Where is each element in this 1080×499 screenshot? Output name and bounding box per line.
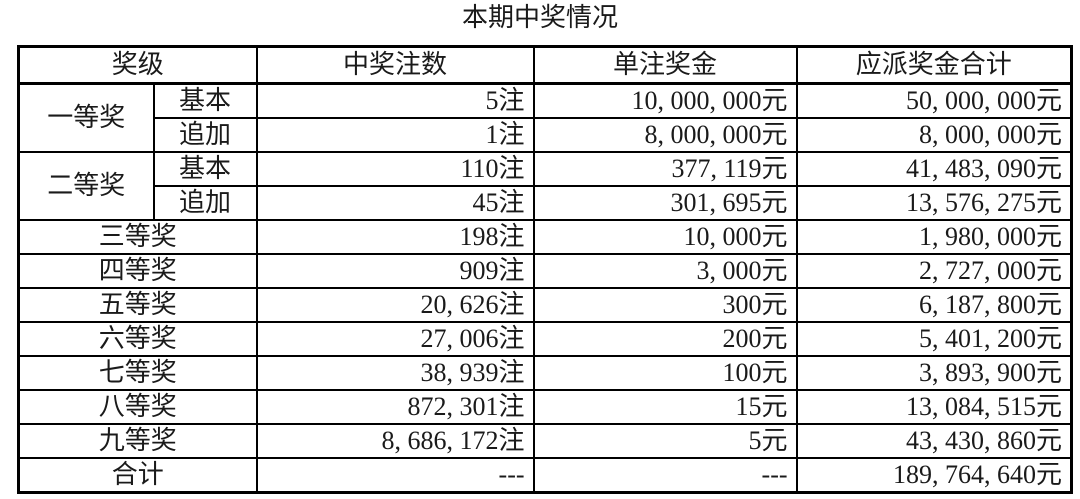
prize-type-cell: 追加: [152, 185, 258, 221]
table-header-row: 奖级 中奖注数 单注奖金 应派奖金合计: [17, 45, 1073, 85]
win-count-cell: 872, 301注: [255, 389, 535, 425]
column-header-single-prize: 单注奖金: [532, 45, 798, 85]
prize-type-cell: 基本: [152, 82, 258, 119]
total-prize-cell: 189, 764, 640元: [795, 457, 1073, 494]
prize-level-cell: 八等奖: [17, 389, 258, 425]
win-count-cell: 1注: [255, 117, 535, 153]
single-prize-cell: 300元: [532, 287, 798, 323]
single-prize-cell: 10, 000, 000元: [532, 82, 798, 119]
table-row: 追加 45注 301, 695元 13, 576, 275元: [19, 185, 1073, 221]
win-count-cell: 38, 939注: [255, 355, 535, 391]
single-prize-cell: 377, 119元: [532, 151, 798, 187]
win-count-cell: 909注: [255, 253, 535, 289]
total-prize-cell: 8, 000, 000元: [795, 117, 1073, 153]
total-prize-cell: 6, 187, 800元: [795, 287, 1073, 323]
win-count-cell: ---: [255, 457, 535, 494]
single-prize-cell: 100元: [532, 355, 798, 391]
total-prize-cell: 43, 430, 860元: [795, 423, 1073, 459]
table-row: 七等奖 38, 939注 100元 3, 893, 900元: [17, 355, 1073, 391]
prize-type-cell: 基本: [152, 151, 258, 187]
single-prize-cell: 8, 000, 000元: [532, 117, 798, 153]
single-prize-cell: 200元: [532, 321, 798, 357]
prize-level-cell: 二等奖: [17, 151, 155, 221]
table-row: 六等奖 27, 006注 200元 5, 401, 200元: [17, 321, 1073, 357]
total-row: 合计 --- --- 189, 764, 640元: [17, 457, 1073, 494]
total-prize-cell: 50, 000, 000元: [795, 82, 1073, 119]
table-row: 八等奖 872, 301注 15元 13, 084, 515元: [17, 389, 1073, 425]
win-count-cell: 8, 686, 172注: [255, 423, 535, 459]
page-title: 本期中奖情况: [461, 3, 618, 32]
single-prize-cell: 3, 000元: [532, 253, 798, 289]
prize-level-cell: 六等奖: [17, 321, 258, 357]
table-row: 一等奖 基本 5注 10, 000, 000元 50, 000, 000元: [17, 82, 1073, 153]
prize-table: 奖级 中奖注数 单注奖金 应派奖金合计 一等奖 基本 5注 10, 000, 0…: [17, 45, 1074, 494]
column-header-prize-level: 奖级: [17, 45, 258, 85]
single-prize-cell: 10, 000元: [532, 219, 798, 255]
table-row: 五等奖 20, 626注 300元 6, 187, 800元: [17, 287, 1073, 323]
prize-level-cell: 九等奖: [17, 423, 258, 459]
total-prize-cell: 3, 893, 900元: [795, 355, 1073, 391]
table-row: 追加 1注 8, 000, 000元 8, 000, 000元: [19, 117, 1073, 153]
prize-level-cell: 三等奖: [17, 219, 258, 255]
total-prize-cell: 2, 727, 000元: [795, 253, 1073, 289]
single-prize-cell: 15元: [532, 389, 798, 425]
win-count-cell: 27, 006注: [255, 321, 535, 357]
win-count-cell: 5注: [255, 82, 535, 119]
table-row: 四等奖 909注 3, 000元 2, 727, 000元: [17, 253, 1073, 289]
prize-level-cell: 四等奖: [17, 253, 258, 289]
table-row: 三等奖 198注 10, 000元 1, 980, 000元: [17, 219, 1073, 255]
win-count-cell: 110注: [255, 151, 535, 187]
total-prize-cell: 1, 980, 000元: [795, 219, 1073, 255]
table-row: 九等奖 8, 686, 172注 5元 43, 430, 860元: [17, 423, 1073, 459]
single-prize-cell: ---: [532, 457, 798, 494]
win-count-cell: 20, 626注: [255, 287, 535, 323]
column-header-total-prize: 应派奖金合计: [795, 45, 1073, 85]
total-prize-cell: 13, 084, 515元: [795, 389, 1073, 425]
total-prize-cell: 41, 483, 090元: [795, 151, 1073, 187]
table-row: 二等奖 基本 110注 377, 119元 41, 483, 090元: [17, 151, 1073, 221]
win-count-cell: 45注: [255, 185, 535, 221]
prize-level-cell: 一等奖: [17, 82, 155, 153]
prize-type-cell: 追加: [152, 117, 258, 153]
prize-level-cell: 七等奖: [17, 355, 258, 391]
prize-level-cell: 合计: [17, 457, 258, 494]
single-prize-cell: 301, 695元: [532, 185, 798, 221]
prize-level-cell: 五等奖: [17, 287, 258, 323]
column-header-win-count: 中奖注数: [255, 45, 535, 85]
total-prize-cell: 5, 401, 200元: [795, 321, 1073, 357]
single-prize-cell: 5元: [532, 423, 798, 459]
total-prize-cell: 13, 576, 275元: [795, 185, 1073, 221]
win-count-cell: 198注: [255, 219, 535, 255]
